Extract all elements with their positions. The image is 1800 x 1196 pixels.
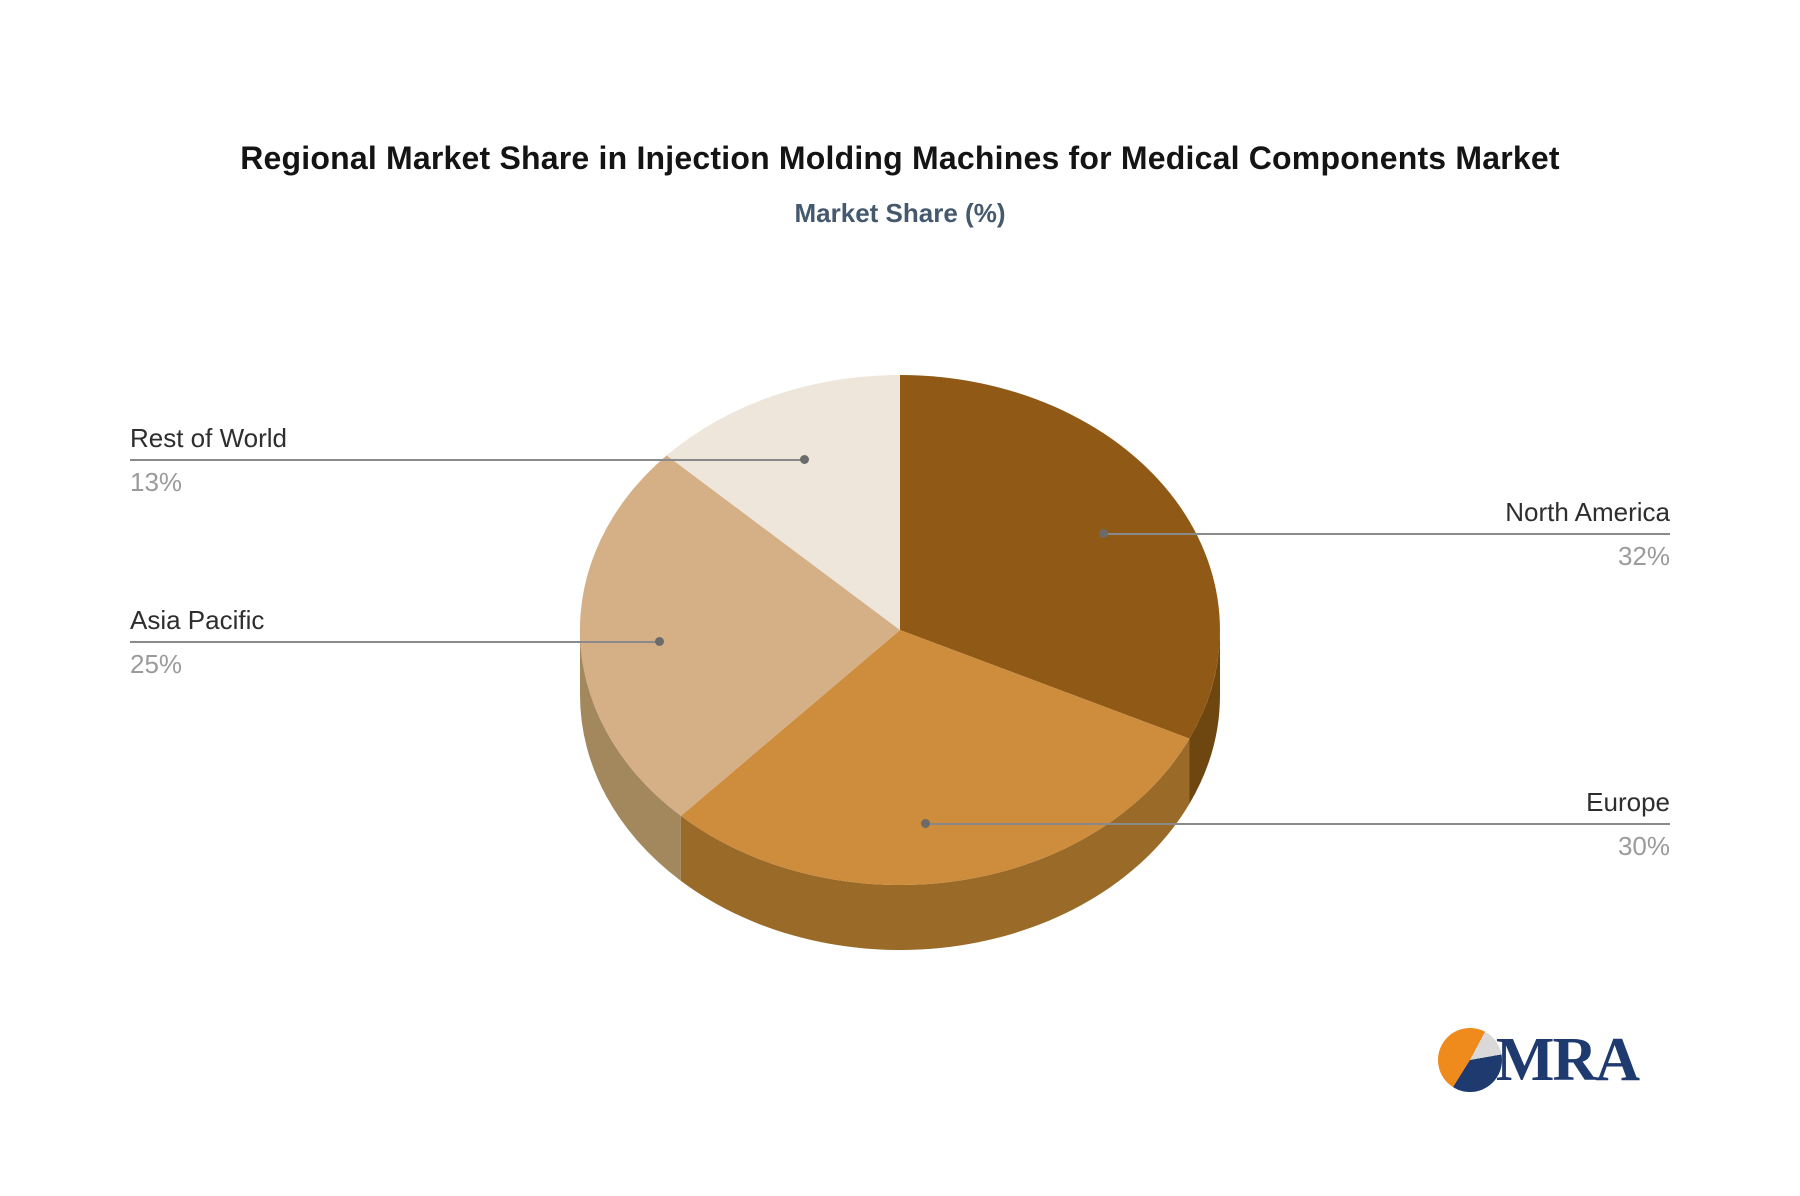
slice-value-rest-of-world: 13% — [130, 467, 183, 497]
slice-label-rest-of-world: Rest of World — [130, 423, 288, 453]
slice-value-north-america: 32% — [1617, 541, 1670, 571]
leader-dot-asia-pacific — [655, 637, 664, 646]
leader-line-asia-pacific — [130, 637, 664, 646]
slice-label-asia-pacific: Asia Pacific — [130, 605, 265, 635]
leader-dot-rest-of-world — [800, 455, 809, 464]
leader-dot-north-america — [1099, 529, 1108, 538]
label-group-rest-of-world: Rest of World 13% — [130, 422, 809, 498]
mra-logo: MRA — [1437, 1026, 1640, 1094]
slice-label-north-america: North America — [1505, 497, 1670, 527]
leader-line-europe — [921, 819, 1670, 828]
leader-dot-europe — [921, 819, 930, 828]
leader-line-rest-of-world — [130, 455, 809, 464]
chart-title: Regional Market Share in Injection Moldi… — [240, 140, 1560, 176]
leader-line-north-america — [1099, 529, 1670, 538]
slice-value-asia-pacific: 25% — [130, 649, 183, 679]
slice-label-europe: Europe — [1586, 787, 1670, 817]
mra-logo-icon — [1437, 1028, 1502, 1092]
label-group-north-america: North America 32% — [1099, 496, 1670, 572]
label-group-asia-pacific: Asia Pacific 25% — [130, 604, 664, 680]
label-group-europe: Europe 30% — [921, 786, 1670, 862]
chart-subtitle: Market Share (%) — [794, 198, 1006, 228]
mra-logo-text: MRA — [1495, 1026, 1640, 1094]
slice-value-europe: 30% — [1617, 831, 1670, 861]
